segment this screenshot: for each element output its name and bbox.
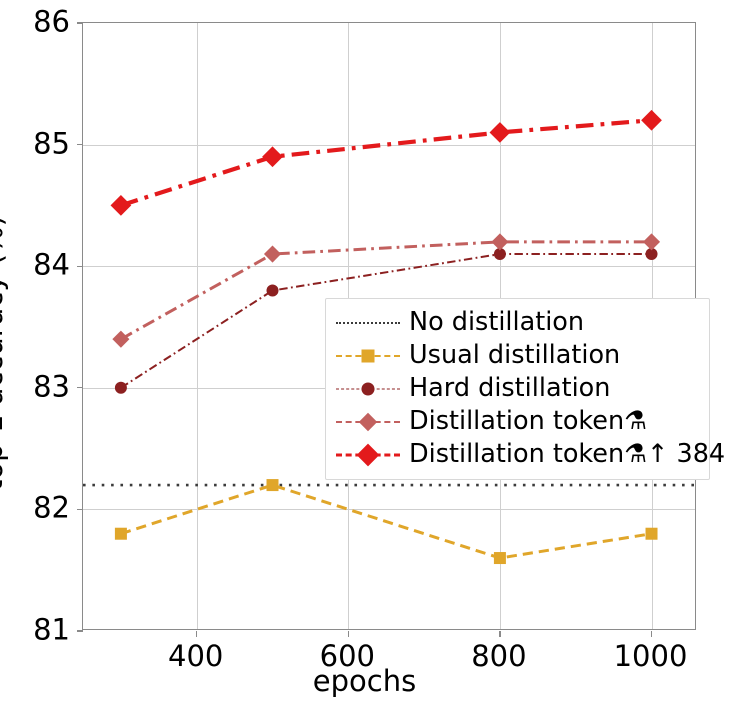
y-tick-mark	[77, 508, 83, 511]
data-point-marker	[262, 146, 283, 168]
x-axis-title: epochs	[312, 664, 417, 698]
data-point-marker	[491, 233, 509, 251]
legend-swatch	[336, 378, 400, 400]
gridline-horizontal	[83, 266, 695, 268]
y-tick-label: 85	[33, 126, 70, 161]
legend-item[interactable]: Distillation token⚗↑ 384	[336, 438, 725, 471]
series-line	[120, 253, 652, 389]
legend-label: Distillation token⚗	[409, 405, 648, 436]
data-point-marker	[110, 195, 132, 216]
series-usual-distillation	[114, 479, 658, 565]
y-tick-label: 82	[33, 490, 70, 525]
legend-item[interactable]: Usual distillation	[336, 339, 701, 372]
data-series-layer	[83, 109, 697, 565]
y-tick-label: 83	[33, 369, 70, 404]
data-point-marker	[645, 527, 658, 540]
legend-label: Usual distillation	[409, 339, 621, 370]
data-point-marker	[641, 109, 662, 131]
y-tick-mark	[77, 630, 83, 632]
legend-item[interactable]: Distillation token⚗	[336, 405, 701, 438]
data-point-marker	[266, 284, 279, 297]
gridline-horizontal	[83, 509, 695, 511]
data-point-marker	[112, 330, 130, 348]
legend-swatch	[336, 312, 400, 334]
series-distillation-token-up-384	[110, 109, 662, 216]
y-tick-mark	[77, 265, 83, 267]
data-point-marker	[114, 381, 127, 394]
x-tick-mark	[196, 631, 198, 637]
legend-label: Hard distillation	[409, 372, 611, 403]
data-point-marker	[493, 552, 506, 565]
y-tick-label: 84	[33, 247, 70, 282]
y-tick-label: 86	[33, 4, 70, 39]
x-tick-label: 800	[471, 639, 527, 673]
data-point-marker	[645, 248, 658, 261]
legend-swatch	[336, 443, 400, 466]
series-hard-distillation	[114, 248, 658, 394]
y-tick-mark	[77, 22, 83, 24]
y-tick-mark	[77, 143, 83, 146]
data-point-marker	[114, 527, 127, 540]
legend-swatch	[336, 411, 400, 433]
legend-label: No distillation	[409, 306, 585, 337]
chart-legend: No distillation Usual distillation Hard di…	[325, 298, 725, 480]
x-tick-mark	[499, 631, 501, 637]
x-tick-label: 400	[168, 639, 224, 673]
legend-marker	[356, 443, 380, 466]
data-point-marker	[642, 233, 661, 251]
legend-label: Distillation token⚗↑ 384	[409, 438, 726, 469]
data-point-marker	[493, 248, 506, 261]
x-tick-mark	[347, 631, 349, 637]
x-tick-label: 600	[319, 639, 375, 673]
series-line	[120, 483, 652, 560]
data-point-marker	[263, 245, 282, 263]
alembic-icon: ⚗	[624, 405, 648, 436]
legend-line	[336, 321, 400, 324]
y-tick-mark	[77, 387, 83, 389]
gridline-vertical	[196, 23, 198, 629]
y-tick-label: 81	[33, 612, 70, 647]
data-point-marker	[266, 479, 279, 492]
legend-marker	[358, 412, 378, 431]
legend-swatch	[336, 345, 400, 367]
legend-item[interactable]: No distillation	[336, 306, 701, 339]
alembic-icon: ⚗↑ 384	[624, 438, 726, 469]
legend-item[interactable]: Hard distillation	[336, 372, 701, 405]
data-point-marker	[489, 122, 511, 143]
legend-marker	[361, 382, 375, 395]
legend-marker	[361, 349, 375, 362]
series-line	[120, 240, 652, 341]
x-tick-mark	[650, 631, 653, 637]
series-distillation-token	[112, 233, 661, 348]
x-tick-label: 1000	[613, 639, 688, 673]
series-line	[120, 118, 652, 208]
